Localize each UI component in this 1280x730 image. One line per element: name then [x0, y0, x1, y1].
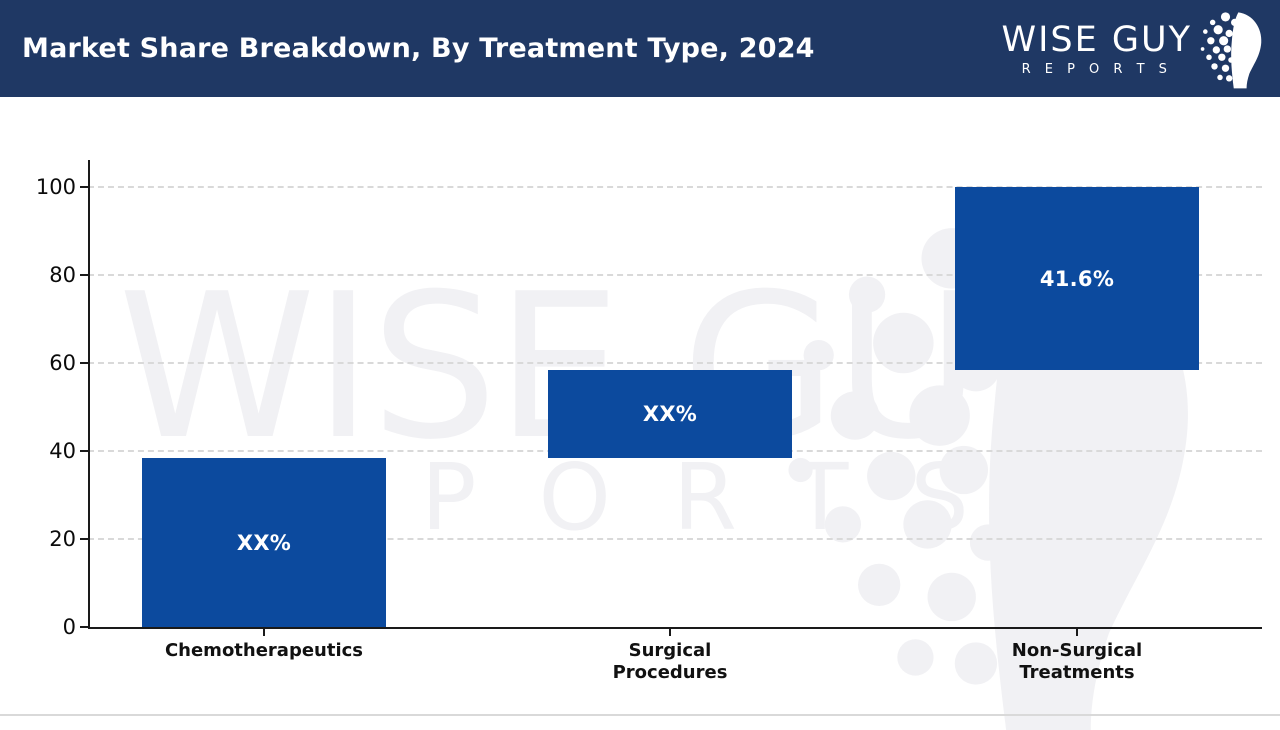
y-axis-tick-label: 100	[35, 175, 76, 199]
y-gridline	[88, 274, 1262, 276]
y-axis-tick	[80, 362, 88, 364]
header-bar: Market Share Breakdown, By Treatment Typ…	[0, 0, 1280, 97]
footer-divider	[0, 714, 1280, 716]
y-gridline	[88, 186, 1262, 188]
y-axis-tick-label: 20	[49, 527, 76, 551]
x-axis-category-label: Chemotherapeutics	[164, 640, 364, 661]
y-gridline	[88, 362, 1262, 364]
y-axis-tick	[80, 450, 88, 452]
bar-segment: 41.6%	[955, 187, 1199, 371]
bar-value-label: XX%	[236, 530, 292, 555]
x-axis-tick	[669, 629, 671, 636]
y-axis-tick-label: 60	[49, 351, 76, 375]
x-axis-category-label: Surgical Procedures	[612, 640, 728, 683]
bar-segment: XX%	[548, 370, 792, 459]
wiseguy-logo-text: WISE GUY R E P O R T S	[1001, 19, 1192, 77]
logo-subtitle: R E P O R T S	[1021, 61, 1172, 77]
y-axis-tick-label: 0	[62, 615, 76, 639]
bar-segment: XX%	[142, 458, 386, 627]
page-title: Market Share Breakdown, By Treatment Typ…	[22, 33, 815, 64]
y-gridline	[88, 538, 1262, 540]
x-axis-category-label: Non-Surgical Treatments	[1011, 640, 1143, 683]
y-axis-tick	[80, 274, 88, 276]
y-axis-tick	[80, 538, 88, 540]
x-axis-line	[88, 627, 1262, 629]
y-axis-tick	[80, 186, 88, 188]
bar-value-label: 41.6%	[1039, 266, 1115, 291]
x-axis-tick	[263, 629, 265, 636]
wiseguy-head-icon	[1200, 12, 1262, 89]
y-axis-tick-label: 80	[49, 263, 76, 287]
y-axis-line	[88, 160, 90, 629]
x-axis-tick	[1076, 629, 1078, 636]
y-axis-tick	[80, 626, 88, 628]
bar-value-label: XX%	[642, 402, 698, 427]
y-axis-tick-label: 40	[49, 439, 76, 463]
logo-wordmark: WISE GUY	[1001, 19, 1192, 60]
wiseguy-logo: WISE GUY R E P O R T S	[1001, 8, 1264, 90]
